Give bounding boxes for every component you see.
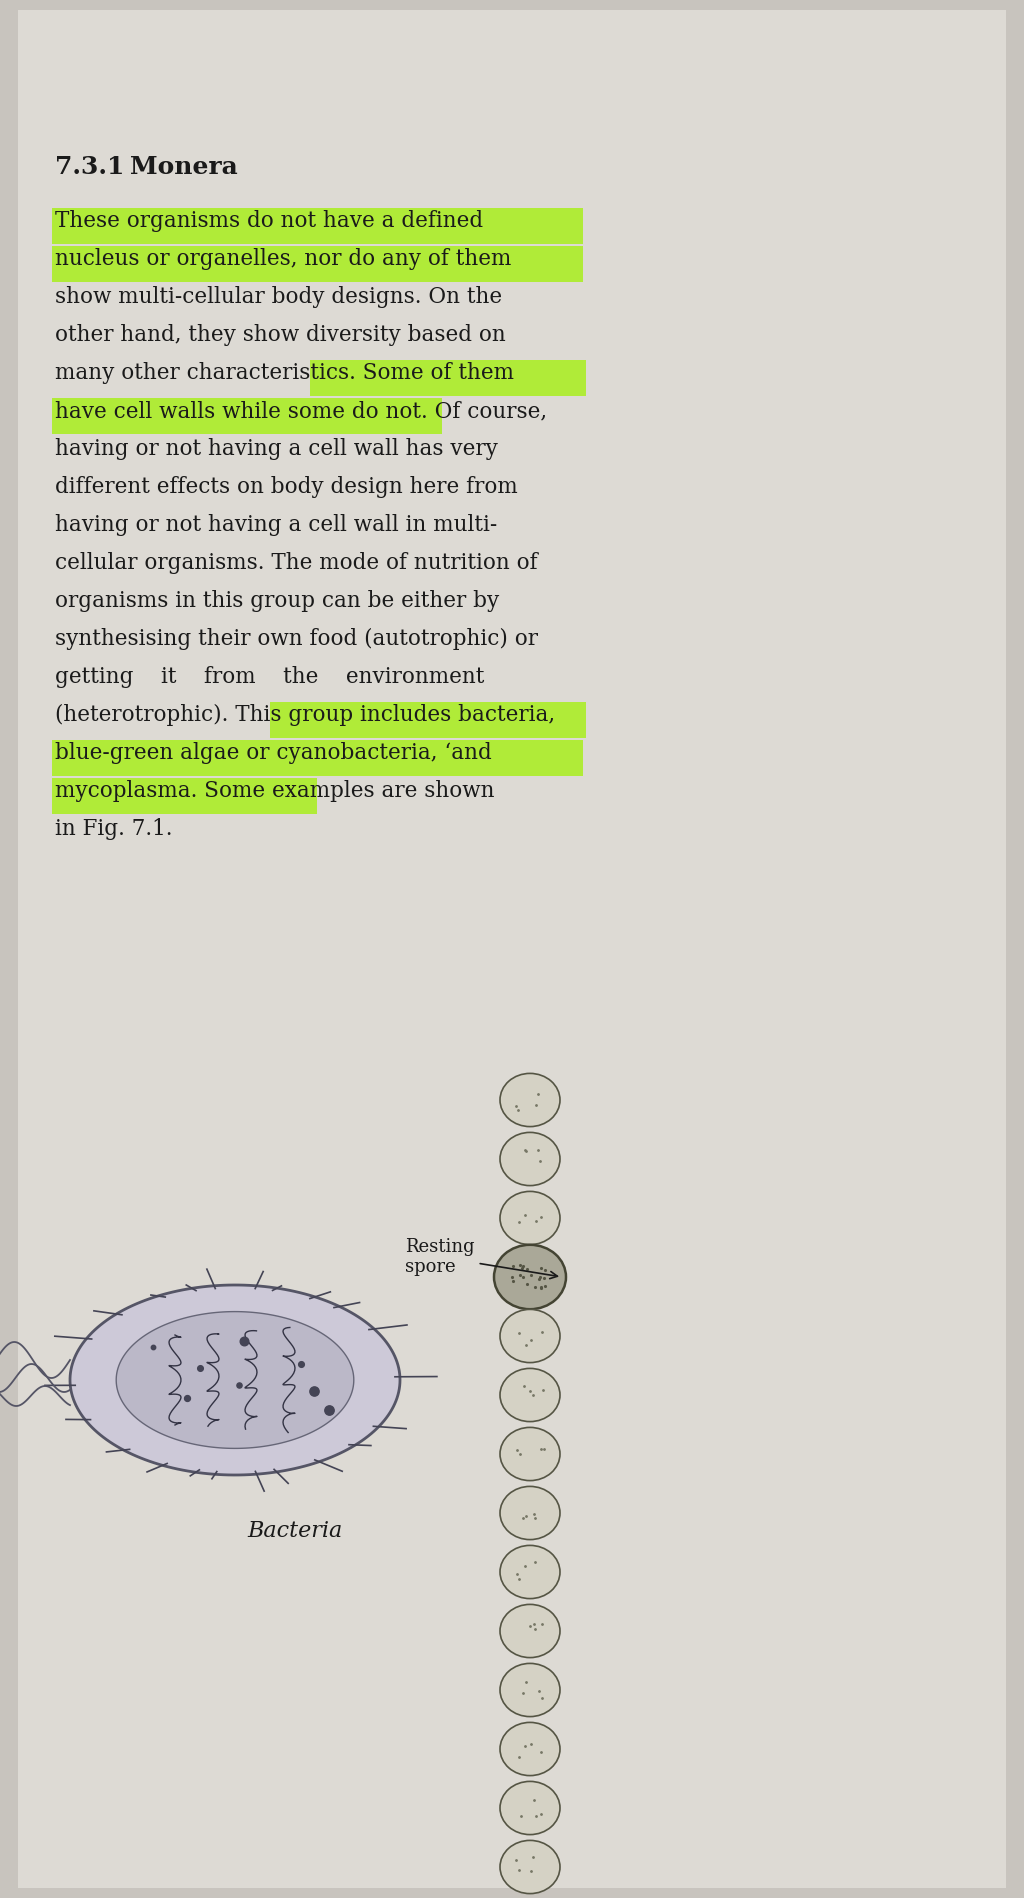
- Text: synthesising their own food (autotrophic) or: synthesising their own food (autotrophic…: [55, 628, 538, 651]
- Text: mycoplasma. Some examples are shown: mycoplasma. Some examples are shown: [55, 780, 495, 803]
- FancyBboxPatch shape: [310, 361, 586, 397]
- Text: 7.3.1: 7.3.1: [55, 156, 133, 178]
- Text: having or not having a cell wall has very: having or not having a cell wall has ver…: [55, 438, 498, 459]
- FancyBboxPatch shape: [52, 740, 583, 776]
- Ellipse shape: [500, 1192, 560, 1245]
- Text: different effects on body design here from: different effects on body design here fr…: [55, 476, 518, 497]
- Ellipse shape: [500, 1133, 560, 1186]
- Ellipse shape: [500, 1486, 560, 1539]
- FancyBboxPatch shape: [270, 702, 586, 738]
- Ellipse shape: [500, 1663, 560, 1716]
- Ellipse shape: [500, 1545, 560, 1598]
- Text: nucleus or organelles, nor do any of them: nucleus or organelles, nor do any of the…: [55, 249, 511, 270]
- Text: (heterotrophic). This group includes bacteria,: (heterotrophic). This group includes bac…: [55, 704, 555, 727]
- Ellipse shape: [500, 1310, 560, 1363]
- FancyBboxPatch shape: [52, 399, 442, 435]
- Ellipse shape: [500, 1782, 560, 1835]
- Polygon shape: [116, 1312, 354, 1448]
- Ellipse shape: [500, 1721, 560, 1777]
- Text: getting    it    from    the    environment: getting it from the environment: [55, 666, 484, 687]
- Text: show multi-cellular body designs. On the: show multi-cellular body designs. On the: [55, 287, 502, 307]
- Ellipse shape: [494, 1245, 566, 1310]
- Text: many other characteristics. Some of them: many other characteristics. Some of them: [55, 363, 514, 383]
- Text: Monera: Monera: [130, 156, 238, 178]
- Polygon shape: [70, 1285, 400, 1475]
- FancyBboxPatch shape: [52, 247, 583, 283]
- FancyBboxPatch shape: [52, 778, 317, 814]
- FancyBboxPatch shape: [18, 9, 1006, 1889]
- Ellipse shape: [500, 1604, 560, 1657]
- Text: have cell walls while some do not. Of course,: have cell walls while some do not. Of co…: [55, 400, 547, 421]
- Text: Bacteria: Bacteria: [248, 1520, 343, 1541]
- Ellipse shape: [500, 1074, 560, 1127]
- Ellipse shape: [500, 1368, 560, 1422]
- FancyBboxPatch shape: [52, 209, 583, 245]
- Text: other hand, they show diversity based on: other hand, they show diversity based on: [55, 325, 506, 345]
- Text: Resting
spore: Resting spore: [406, 1237, 557, 1279]
- Text: cellular organisms. The mode of nutrition of: cellular organisms. The mode of nutritio…: [55, 552, 538, 573]
- Ellipse shape: [500, 1841, 560, 1894]
- Text: having or not having a cell wall in multi-: having or not having a cell wall in mult…: [55, 514, 498, 535]
- Text: blue-green algae or cyanobacteria, ʻand: blue-green algae or cyanobacteria, ʻand: [55, 742, 492, 765]
- Text: organisms in this group can be either by: organisms in this group can be either by: [55, 590, 500, 611]
- Text: in Fig. 7.1.: in Fig. 7.1.: [55, 818, 172, 841]
- Ellipse shape: [500, 1427, 560, 1480]
- Text: These organisms do not have a defined: These organisms do not have a defined: [55, 211, 483, 232]
